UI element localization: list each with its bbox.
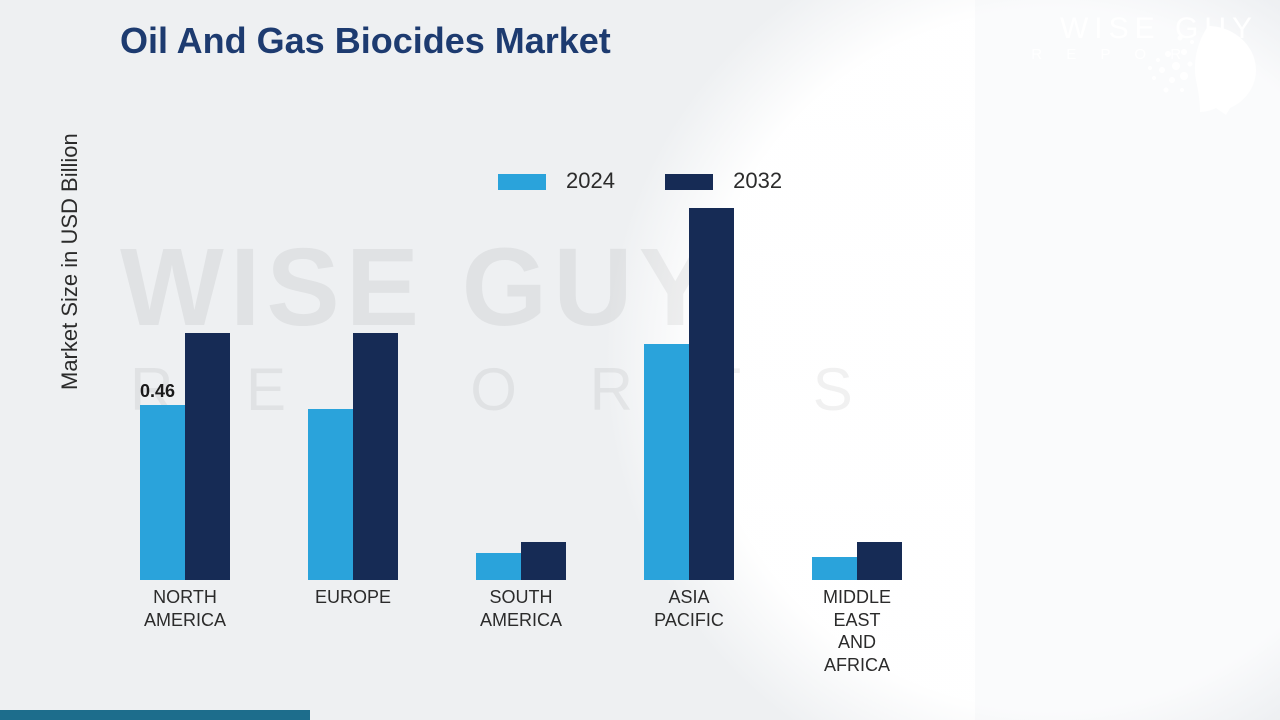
legend-label-2032: 2032: [733, 168, 782, 193]
x-label: NORTHAMERICA: [110, 586, 260, 631]
legend-item-2032: 2032: [665, 168, 782, 194]
bar-2024: [644, 344, 689, 580]
chart-title: Oil And Gas Biocides Market: [120, 20, 611, 62]
bar-2024: [812, 557, 857, 580]
bar-2032: [185, 333, 230, 580]
footer-accent-bar: [0, 710, 310, 720]
bar-2032: [689, 208, 734, 580]
brand-logo: WISE GUY R E P O R T S: [1031, 12, 1258, 63]
bar-2032: [521, 542, 566, 580]
legend-swatch-2032: [665, 174, 713, 190]
brand-head-icon: [1138, 20, 1258, 115]
bar-2024: [308, 409, 353, 580]
x-label: MIDDLEEASTANDAFRICA: [782, 586, 932, 676]
x-label: ASIAPACIFIC: [614, 586, 764, 631]
plot-area: [120, 200, 960, 580]
y-axis-label: Market Size in USD Billion: [57, 133, 83, 390]
x-label: SOUTHAMERICA: [446, 586, 596, 631]
legend-swatch-2024: [498, 174, 546, 190]
bar-2024: [140, 405, 185, 580]
legend: 2024 2032: [0, 168, 1280, 194]
chart-canvas: WISE GUY R E P O R T S Oil And Gas Bioci…: [0, 0, 1280, 720]
bar-2024: [476, 553, 521, 580]
legend-label-2024: 2024: [566, 168, 615, 193]
bar-2032: [353, 333, 398, 580]
bar-2032: [857, 542, 902, 580]
x-label: EUROPE: [278, 586, 428, 609]
data-label: 0.46: [140, 381, 175, 402]
legend-item-2024: 2024: [498, 168, 615, 194]
